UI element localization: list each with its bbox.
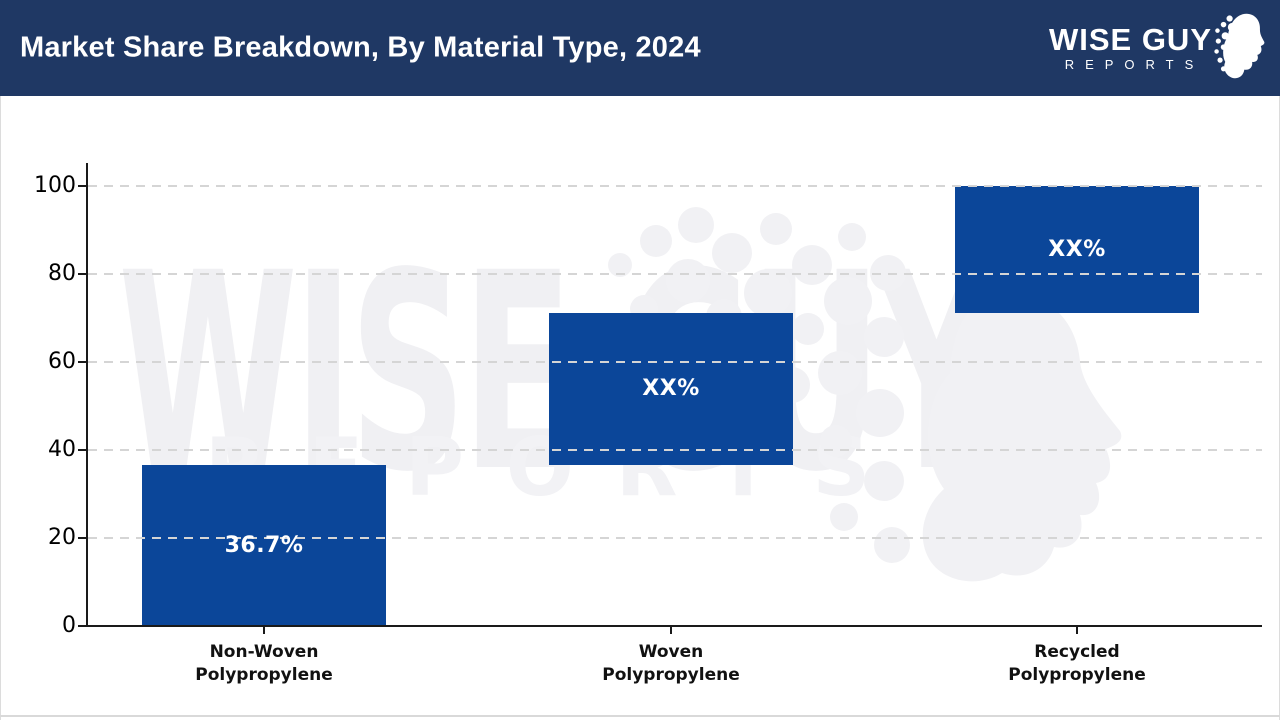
y-tick-mark [78, 449, 86, 451]
y-tick-label: 20 [48, 525, 76, 550]
logo-subtitle: REPORTS [1064, 57, 1205, 72]
wise-guy-reports-logo: WISE GUY REPORTS [1049, 8, 1266, 88]
x-tick-mark [1076, 627, 1078, 634]
gridline [88, 273, 1262, 275]
y-tick-mark [78, 625, 86, 627]
bar-segment [549, 312, 793, 465]
bar-value-label: XX% [1048, 236, 1106, 262]
gridline [88, 185, 1262, 187]
y-tick-label: 100 [34, 173, 76, 198]
bar-segment [955, 186, 1199, 313]
y-tick-mark [78, 185, 86, 187]
bar-value-label: XX% [642, 376, 700, 402]
page-border-bottom [0, 715, 1280, 717]
y-tick-label: 80 [48, 261, 76, 286]
y-tick-label: 0 [62, 613, 76, 638]
page-border-left [0, 96, 1, 720]
gridline [88, 449, 1262, 451]
x-tick-mark [263, 627, 265, 634]
x-axis-label: Woven Polypropylene [602, 642, 740, 685]
y-axis-line [86, 163, 88, 627]
bar-value-label: 36.7% [224, 532, 304, 558]
x-axis-label: Non-Woven Polypropylene [195, 642, 333, 685]
x-tick-mark [670, 627, 672, 634]
header-bar: Market Share Breakdown, By Material Type… [0, 0, 1280, 96]
y-tick-mark [78, 361, 86, 363]
gridline [88, 361, 1262, 363]
bar-segment [142, 464, 386, 626]
gridline [88, 537, 1262, 539]
page-title: Market Share Breakdown, By Material Type… [20, 31, 701, 64]
y-tick-label: 40 [48, 437, 76, 462]
logo-face-icon [1214, 13, 1265, 79]
logo-wordmark: WISE GUY [1048, 22, 1212, 57]
logo-text: WISE GUY REPORTS [1049, 23, 1212, 73]
y-tick-label: 60 [48, 349, 76, 374]
x-axis-label: Recycled Polypropylene [1008, 642, 1146, 685]
x-axis-line [86, 625, 1262, 627]
y-tick-mark [78, 273, 86, 275]
y-tick-mark [78, 537, 86, 539]
